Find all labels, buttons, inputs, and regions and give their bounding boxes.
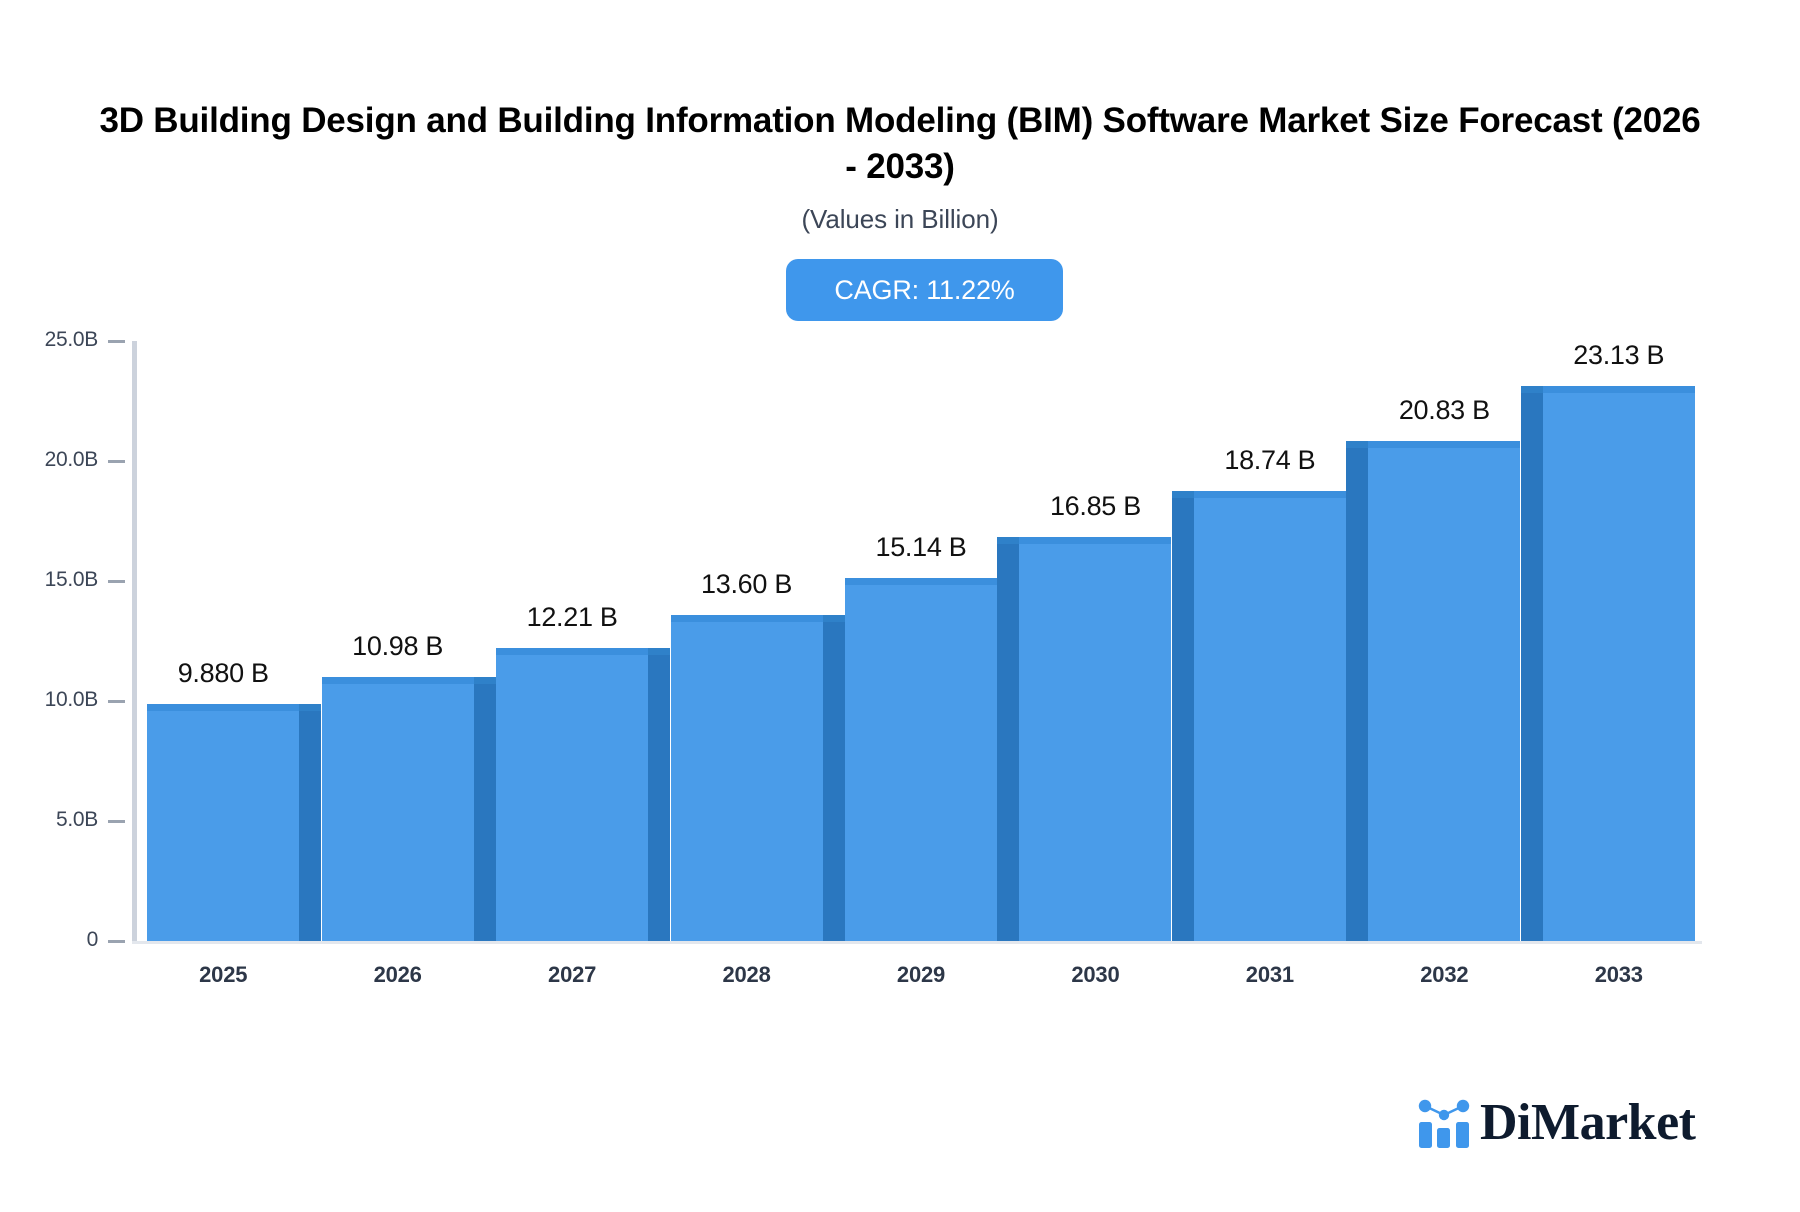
y-tick-label: 0 [0, 928, 99, 952]
bar[interactable] [496, 647, 671, 941]
bar-value-label: 23.13 B [1573, 339, 1665, 370]
x-tick-label: 2033 [1594, 962, 1643, 987]
bar-front-face [321, 677, 474, 941]
bar-side-face [1346, 448, 1369, 941]
bar-value-label: 10.98 B [352, 631, 444, 662]
bar-top-face [845, 577, 997, 585]
bar-front-face [845, 577, 997, 941]
x-tick-label: 2031 [1245, 962, 1294, 987]
bar[interactable] [1346, 441, 1521, 941]
y-tick-text: 20.0B [44, 448, 99, 471]
bar-top-face [1193, 491, 1346, 499]
y-tick-mark [108, 820, 125, 823]
y-tick-text: 15.0B [44, 568, 99, 591]
x-tick-label: 2027 [548, 962, 597, 987]
bar-top-face [147, 703, 300, 711]
bar-side-face [299, 710, 322, 941]
x-tick-label: 2029 [896, 962, 946, 987]
brand-name: DiMarket [1480, 1094, 1696, 1151]
bar-top-face-edge [473, 677, 496, 685]
x-tick-label: 2026 [373, 962, 422, 987]
bar[interactable] [670, 614, 845, 941]
bar-value-label: 20.83 B [1398, 395, 1490, 426]
bar-front-face [1193, 491, 1346, 941]
y-tick-text: 25.0B [44, 328, 99, 351]
bar-top-face-edge [1171, 491, 1194, 499]
bar-top-face-edge [822, 614, 845, 622]
bar-top-face-edge [1520, 385, 1543, 393]
bar-top-face [1019, 536, 1172, 544]
bar[interactable] [997, 536, 1172, 941]
bar-side-face [1520, 392, 1543, 941]
title-block: 3D Building Design and Building Informat… [0, 98, 1800, 235]
bar-top-face-edge [997, 536, 1020, 544]
brand-logo: DiMarket [1418, 1094, 1696, 1151]
y-tick-label: 15.0B [0, 568, 99, 592]
bar-top-face [1368, 441, 1521, 449]
x-tick-label: 2032 [1420, 962, 1469, 987]
bar[interactable] [1520, 385, 1695, 941]
y-tick-mark [108, 700, 125, 703]
bar[interactable] [1171, 491, 1346, 941]
bar-front-face [1368, 441, 1521, 941]
bar-front-face [670, 614, 823, 941]
bar-value-label: 12.21 B [526, 601, 618, 632]
y-tick-label: 5.0B [0, 808, 98, 832]
cagr-badge: CAGR: 11.22% [786, 259, 1063, 321]
x-tick-label: 2030 [1071, 962, 1120, 987]
x-axis-line [132, 941, 1702, 944]
bar-value-label: 15.14 B [875, 531, 967, 562]
bar-value-label: 13.60 B [701, 568, 793, 599]
y-axis-line [132, 341, 137, 944]
bar-chart-icon [1418, 1096, 1470, 1150]
bar-top-face [1542, 385, 1695, 393]
bar[interactable] [845, 577, 997, 941]
bar-top-face-edge [648, 647, 671, 655]
bar-side-face [1171, 498, 1194, 941]
bar-value-label: 16.85 B [1049, 490, 1141, 521]
y-tick-text: 10.0B [44, 688, 99, 711]
bar[interactable] [321, 677, 496, 941]
bar-top-face [496, 647, 649, 655]
bar-front-face [1019, 536, 1172, 941]
x-tick-label: 2028 [722, 962, 771, 987]
y-tick-mark [108, 340, 125, 343]
bar-front-face [1542, 385, 1695, 941]
bar-top-face [321, 677, 474, 685]
y-tick-mark [108, 940, 125, 943]
page-title: 3D Building Design and Building Informat… [99, 101, 1701, 187]
bar-side-face [648, 654, 671, 941]
y-tick-mark [108, 580, 125, 583]
bar-value-label: 18.74 B [1224, 445, 1316, 476]
bar-side-face [822, 621, 845, 941]
y-tick-text: 0 [86, 928, 99, 951]
bar-top-face [670, 614, 823, 622]
bar-value-label: 9.880 B [177, 657, 269, 688]
chart-subtitle: (Values in Billion) [801, 204, 999, 235]
bar-side-face [473, 684, 496, 941]
y-tick-text: 5.0B [56, 808, 98, 831]
y-tick-mark [108, 460, 125, 463]
bar-side-face [997, 543, 1020, 941]
bar-front-face [147, 703, 300, 941]
x-tick-label: 2025 [199, 962, 248, 987]
bar[interactable] [147, 703, 322, 941]
y-tick-label: 25.0B [0, 328, 99, 352]
y-tick-label: 20.0B [0, 448, 99, 472]
bar-front-face [496, 647, 649, 941]
y-tick-label: 10.0B [0, 688, 99, 712]
bar-top-face-edge [1346, 441, 1369, 449]
bar-top-face-edge [299, 703, 322, 711]
